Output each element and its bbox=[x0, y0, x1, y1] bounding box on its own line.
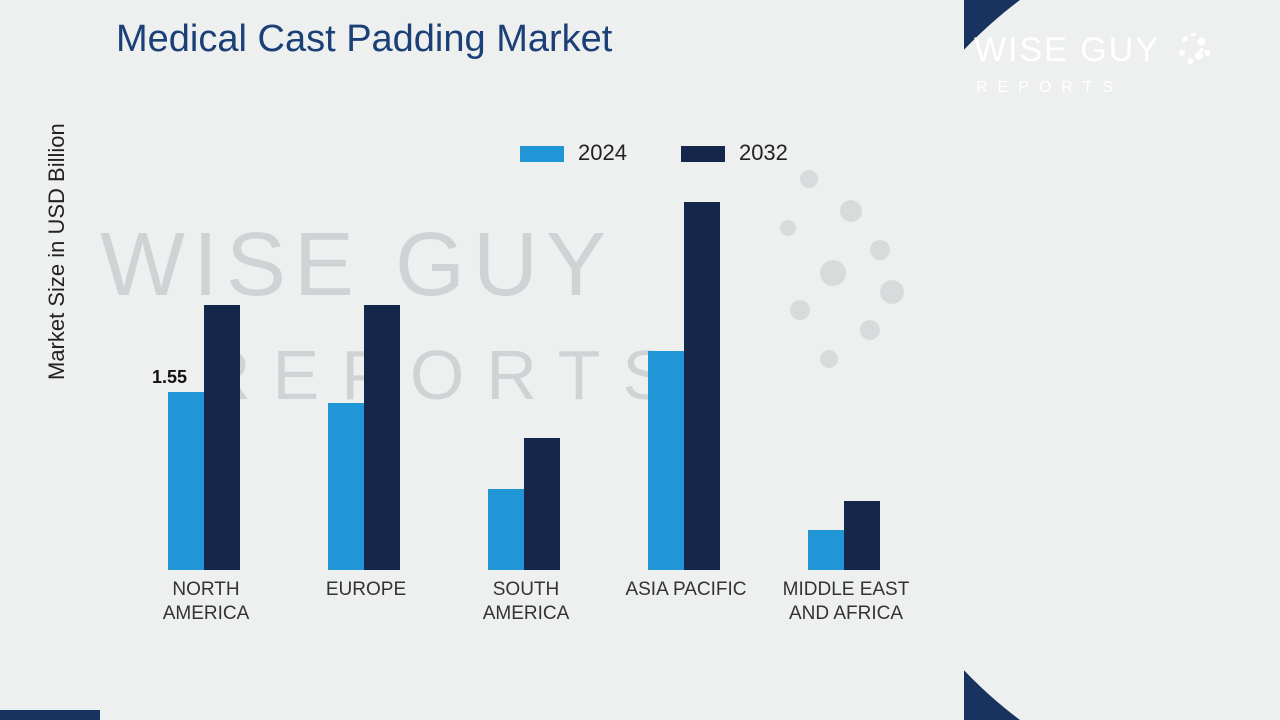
bar-2024 bbox=[648, 351, 684, 570]
bar-chart: 2024 2032 Market Size in USD Billion 1.5… bbox=[60, 140, 960, 700]
bar-value-label: 1.55 bbox=[152, 367, 187, 388]
plot-area: 1.55NORTH AMERICAEUROPESOUTH AMERICAASIA… bbox=[146, 190, 936, 570]
legend-item-2032: 2032 bbox=[681, 140, 788, 166]
brand-logo: WISE GUY REPORTS bbox=[974, 22, 1224, 96]
x-axis-category-label: ASIA PACIFIC bbox=[616, 578, 756, 602]
legend-label-2032: 2032 bbox=[739, 140, 788, 165]
bar-2024 bbox=[808, 530, 844, 570]
brand-main-text: WISE GUY bbox=[974, 33, 1160, 67]
legend-swatch-2032 bbox=[681, 146, 725, 162]
bar-2024 bbox=[488, 489, 524, 570]
chart-legend: 2024 2032 bbox=[520, 140, 788, 166]
bottom-accent-strip bbox=[0, 710, 100, 720]
bar-2032 bbox=[524, 438, 560, 570]
bar-2024 bbox=[168, 392, 204, 570]
brand-head-icon bbox=[1168, 22, 1224, 78]
chart-stage: WISE GUY REPORTS Medical Cast Padding Ma… bbox=[0, 0, 1280, 720]
bar-2024 bbox=[328, 403, 364, 570]
bar-2032 bbox=[684, 202, 720, 570]
x-axis-category-label: SOUTH AMERICA bbox=[456, 578, 596, 626]
legend-item-2024: 2024 bbox=[520, 140, 627, 166]
x-axis-category-label: NORTH AMERICA bbox=[136, 578, 276, 626]
right-brand-panel bbox=[964, 0, 1280, 720]
y-axis-label: Market Size in USD Billion bbox=[44, 123, 70, 380]
bar-2032 bbox=[844, 501, 880, 570]
legend-swatch-2024 bbox=[520, 146, 564, 162]
chart-title: Medical Cast Padding Market bbox=[116, 18, 612, 61]
brand-sub-text: REPORTS bbox=[976, 80, 1224, 96]
x-axis-category-label: MIDDLE EAST AND AFRICA bbox=[776, 578, 916, 626]
x-axis-category-label: EUROPE bbox=[296, 578, 436, 602]
legend-label-2024: 2024 bbox=[578, 140, 627, 165]
bar-2032 bbox=[204, 305, 240, 570]
bar-2032 bbox=[364, 305, 400, 570]
